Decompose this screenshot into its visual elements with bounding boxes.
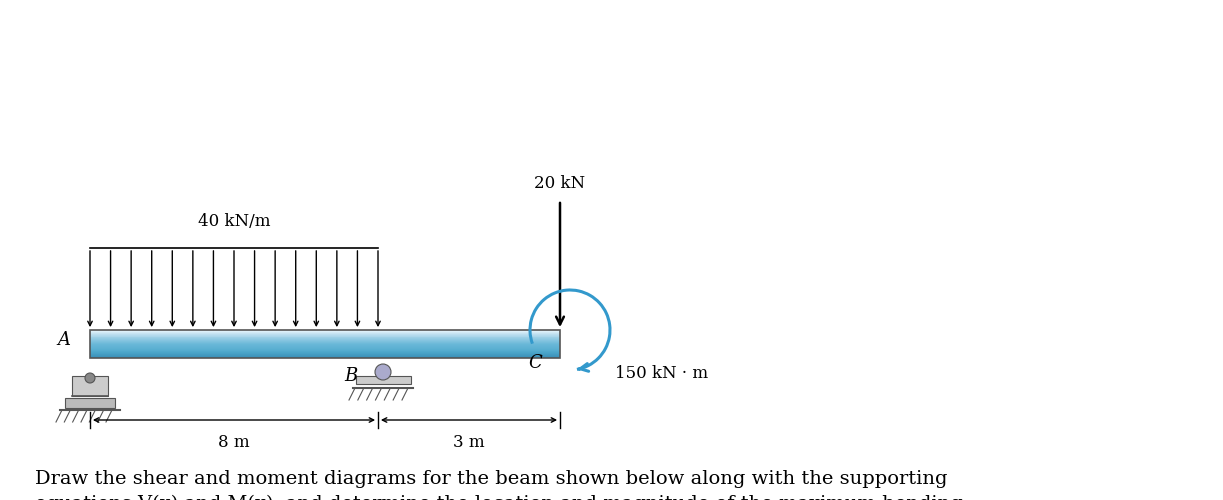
Bar bbox=[91, 347, 560, 348]
Bar bbox=[91, 341, 560, 342]
Bar bbox=[91, 357, 560, 358]
Bar bbox=[91, 330, 560, 331]
Bar bbox=[91, 340, 560, 341]
Text: 8 m: 8 m bbox=[218, 434, 249, 451]
Bar bbox=[91, 336, 560, 338]
Bar bbox=[91, 356, 560, 357]
Text: B: B bbox=[345, 367, 358, 385]
Bar bbox=[91, 330, 560, 358]
Bar bbox=[91, 332, 560, 333]
Text: 40 kN/m: 40 kN/m bbox=[198, 213, 270, 230]
Bar bbox=[91, 350, 560, 352]
Bar bbox=[65, 398, 115, 408]
Bar bbox=[91, 331, 560, 332]
Circle shape bbox=[86, 373, 95, 383]
Circle shape bbox=[375, 364, 391, 380]
Text: 3 m: 3 m bbox=[454, 434, 484, 451]
Bar bbox=[91, 352, 560, 354]
Bar bbox=[91, 354, 560, 355]
Text: 150 kN · m: 150 kN · m bbox=[615, 365, 708, 382]
Bar bbox=[91, 333, 560, 334]
Bar bbox=[91, 346, 560, 347]
Bar bbox=[91, 343, 560, 344]
Bar bbox=[91, 342, 560, 343]
Bar bbox=[91, 355, 560, 356]
Bar bbox=[356, 376, 411, 384]
Text: C: C bbox=[528, 354, 542, 372]
Bar bbox=[91, 338, 560, 340]
Text: Draw the shear and moment diagrams for the beam shown below along with the suppo: Draw the shear and moment diagrams for t… bbox=[35, 470, 963, 500]
Bar bbox=[91, 348, 560, 350]
Bar bbox=[91, 334, 560, 336]
Bar bbox=[91, 344, 560, 345]
Bar bbox=[72, 376, 108, 396]
Text: 20 kN: 20 kN bbox=[534, 175, 586, 192]
Text: A: A bbox=[57, 331, 70, 349]
Bar bbox=[91, 345, 560, 346]
